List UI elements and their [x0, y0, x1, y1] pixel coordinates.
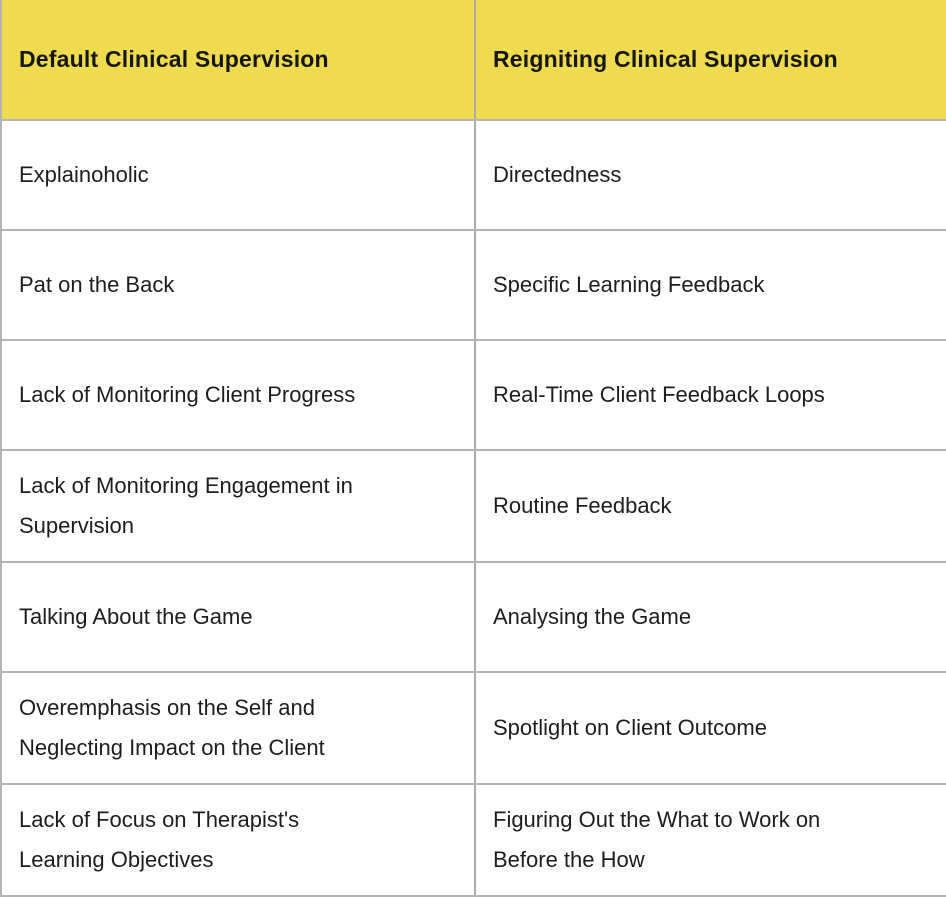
table-row: Lack of Monitoring Engagement in Supervi… — [1, 450, 946, 563]
table-row: Talking About the Game Analysing the Game — [1, 562, 946, 673]
cell-default: Overemphasis on the Self and Neglecting … — [1, 672, 476, 785]
header-reigniting-clinical-supervision: Reigniting Clinical Supervision — [475, 0, 946, 121]
table-row: Pat on the Back Specific Learning Feedbac… — [1, 230, 946, 341]
cell-default: Explainoholic — [1, 120, 476, 231]
table-row: Lack of Monitoring Client Progress Real-T… — [1, 340, 946, 451]
header-default-clinical-supervision: Default Clinical Supervision — [1, 0, 476, 121]
cell-default: Lack of Monitoring Engagement in Supervi… — [1, 450, 476, 563]
table-row: Explainoholic Directedness — [1, 120, 946, 231]
cell-reigniting: Figuring Out the What to Work on Before … — [475, 784, 946, 897]
cell-reigniting: Real-Time Client Feedback Loops — [475, 340, 946, 451]
cell-default: Talking About the Game — [1, 562, 476, 673]
cell-default: Lack of Focus on Therapist's Learning Ob… — [1, 784, 476, 897]
table-row: Lack of Focus on Therapist's Learning Ob… — [1, 784, 946, 897]
cell-reigniting: Directedness — [475, 120, 946, 231]
cell-default: Lack of Monitoring Client Progress — [1, 340, 476, 451]
table-header-row: Default Clinical Supervision Reigniting … — [1, 0, 946, 121]
cell-reigniting: Spotlight on Client Outcome — [475, 672, 946, 785]
cell-reigniting: Specific Learning Feedback — [475, 230, 946, 341]
cell-reigniting: Routine Feedback — [475, 450, 946, 563]
cell-reigniting: Analysing the Game — [475, 562, 946, 673]
cell-default: Pat on the Back — [1, 230, 476, 341]
table-row: Overemphasis on the Self and Neglecting … — [1, 672, 946, 785]
